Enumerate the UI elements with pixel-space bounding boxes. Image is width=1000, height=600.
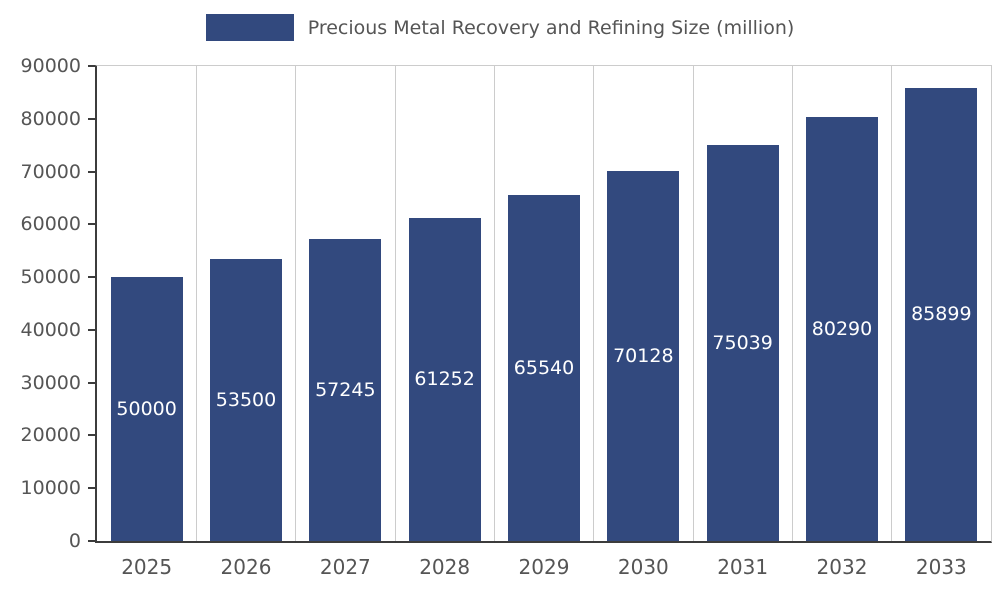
y-axis-tick-label: 30000 [20, 371, 81, 394]
y-axis-tick-mark [88, 487, 95, 490]
vertical-gridline [791, 66, 793, 541]
y-axis-tick-label: 70000 [20, 160, 81, 183]
y-axis-tick-label: 40000 [20, 318, 81, 341]
x-axis-tick-label: 2033 [915, 555, 967, 579]
vertical-gridline [394, 66, 396, 541]
bar-2026: 53500 [210, 258, 282, 541]
bar-value-label: 61252 [414, 368, 475, 391]
y-axis-tick-label: 60000 [20, 213, 81, 236]
y-axis-tick-mark [88, 170, 95, 173]
bar-2031: 75039 [706, 144, 779, 541]
y-axis-tick-label: 50000 [20, 266, 81, 289]
y-axis-tick-label: 90000 [20, 55, 81, 77]
y-axis-tick-mark [88, 117, 95, 120]
vertical-gridline [493, 66, 495, 541]
y-axis-tick-mark [88, 434, 95, 437]
y-axis-tick-mark [88, 276, 95, 279]
bar-value-label: 57245 [315, 378, 376, 401]
legend[interactable]: Precious Metal Recovery and Refining Siz… [0, 14, 1000, 41]
vertical-gridline [295, 66, 297, 541]
vertical-gridline [692, 66, 694, 541]
x-axis-tick-label: 2030 [617, 555, 669, 579]
vertical-gridline [593, 66, 595, 541]
bar-2029: 65540 [508, 195, 580, 541]
chart-title: Precious Metal Recovery and Refining Siz… [307, 16, 795, 39]
bar-2032: 80290 [806, 117, 878, 541]
y-axis-tick-label: 20000 [20, 424, 81, 447]
bar-2025: 50000 [110, 277, 183, 541]
y-axis-tick-mark [88, 540, 95, 542]
bar-value-label: 70128 [613, 344, 674, 367]
bar-value-label: 50000 [116, 398, 177, 421]
bar-2028: 61252 [408, 217, 481, 541]
bar-2027: 57245 [309, 238, 382, 541]
x-axis-tick-label: 2026 [220, 555, 272, 579]
x-axis-tick-label: 2031 [717, 555, 769, 579]
y-axis-tick-mark [88, 328, 95, 331]
y-axis-tick-label: 0 [68, 530, 81, 552]
y-axis-tick-mark [88, 223, 95, 226]
x-axis-tick-label: 2029 [518, 555, 570, 579]
bar-value-label: 80290 [811, 318, 873, 341]
y-axis-tick-label: 10000 [20, 477, 81, 500]
bar-2030: 70128 [607, 170, 680, 541]
x-axis-tick-label: 2028 [419, 555, 471, 579]
y-axis-tick-mark [88, 381, 95, 384]
bar-value-label: 65540 [513, 357, 575, 380]
vertical-gridline [891, 66, 893, 541]
y-axis-tick-mark [88, 65, 95, 67]
x-axis-tick-label: 2032 [816, 555, 868, 579]
bar-value-label: 75039 [712, 331, 773, 354]
vertical-gridline [195, 66, 197, 541]
plot-area: 0 10000 20000 30000 40000 50000 60000 70000 8000… [21, 55, 992, 579]
legend-swatch [205, 14, 294, 41]
bar-value-label: 85899 [911, 303, 972, 326]
x-axis-tick-label: 2027 [319, 555, 371, 579]
bar-value-label: 53500 [215, 388, 277, 411]
y-axis-tick-label: 80000 [20, 107, 81, 130]
x-axis-tick-label: 2025 [121, 555, 173, 579]
bar-2033: 85899 [905, 87, 978, 541]
